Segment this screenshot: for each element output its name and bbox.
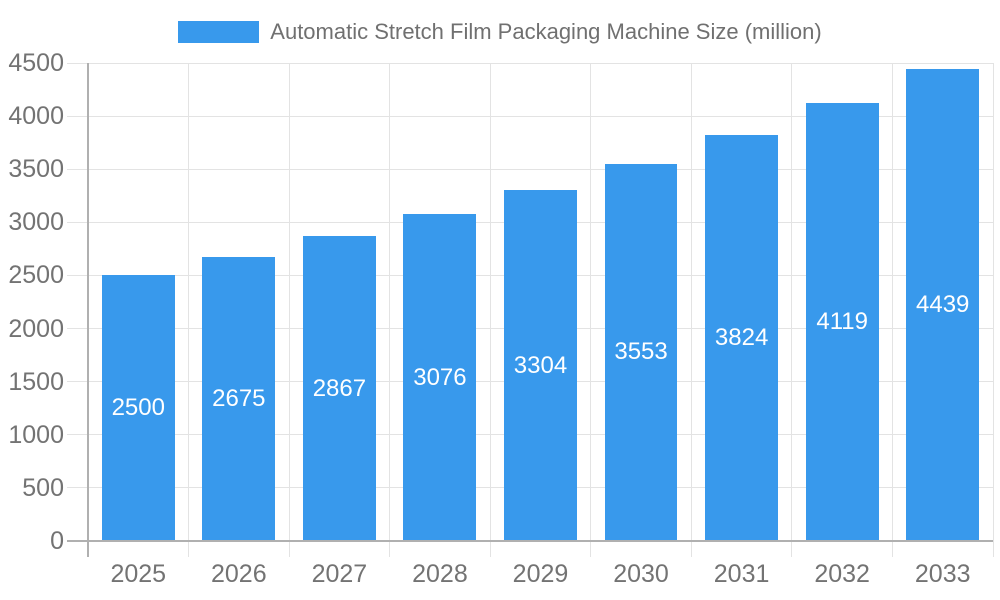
v-gridline: [791, 63, 793, 557]
bar[interactable]: [805, 103, 879, 541]
v-gridline: [188, 63, 190, 557]
bar-value-label: 3304: [513, 351, 568, 379]
bar[interactable]: [906, 69, 980, 541]
bar[interactable]: [604, 163, 678, 541]
y-tick-label: 1500: [8, 367, 64, 396]
v-gridline: [690, 63, 692, 557]
v-gridline: [288, 63, 290, 557]
h-gridline: [67, 168, 993, 170]
bar-value-label: 2867: [312, 374, 367, 402]
h-gridline: [67, 115, 993, 117]
y-axis-line: [87, 63, 89, 557]
y-tick-label: 500: [22, 473, 64, 502]
bar[interactable]: [403, 214, 477, 541]
x-axis-line: [67, 540, 993, 542]
x-tick-label: 2030: [613, 560, 669, 588]
x-tick-label: 2029: [512, 560, 569, 588]
v-gridline: [590, 63, 592, 557]
v-gridline: [992, 63, 994, 557]
y-tick-label: 4000: [8, 102, 64, 131]
v-gridline: [489, 63, 491, 557]
x-tick-label: 2028: [412, 560, 468, 588]
bar-value-label: 3076: [413, 363, 467, 391]
legend-series-label: Automatic Stretch Film Packaging Machine…: [270, 19, 822, 44]
x-tick-label: 2027: [311, 560, 368, 588]
y-tick-label: 2500: [8, 261, 64, 290]
v-gridline: [891, 63, 893, 557]
y-tick-label: 0: [50, 527, 64, 555]
bar[interactable]: [302, 236, 376, 541]
bar[interactable]: [101, 275, 175, 541]
bar[interactable]: [504, 190, 577, 541]
bar-value-label: 2675: [212, 384, 266, 412]
x-tick-label: 2031: [713, 560, 770, 588]
bar-value-label: 3824: [714, 323, 769, 351]
bar[interactable]: [705, 134, 779, 541]
v-gridline: [389, 63, 391, 557]
x-tick-label: 2026: [211, 560, 267, 588]
x-tick-label: 2032: [814, 560, 870, 588]
h-gridline: [67, 62, 993, 64]
legend-swatch-icon: [178, 21, 260, 43]
bar-value-label: 4439: [916, 291, 970, 319]
chart-legend[interactable]: Automatic Stretch Film Packaging Machine…: [0, 19, 1000, 45]
x-tick-label: 2025: [110, 560, 167, 588]
bar-value-label: 4119: [816, 308, 868, 336]
y-tick-label: 4500: [8, 49, 64, 77]
bar-value-label: 2500: [111, 394, 165, 422]
y-tick-label: 3500: [8, 155, 64, 184]
y-tick-label: 3000: [8, 208, 64, 237]
x-tick-label: 2033: [914, 560, 971, 588]
bar[interactable]: [202, 256, 276, 541]
bar-value-label: 3553: [614, 338, 668, 366]
y-tick-label: 2000: [8, 314, 64, 343]
y-tick-label: 1000: [8, 420, 64, 449]
